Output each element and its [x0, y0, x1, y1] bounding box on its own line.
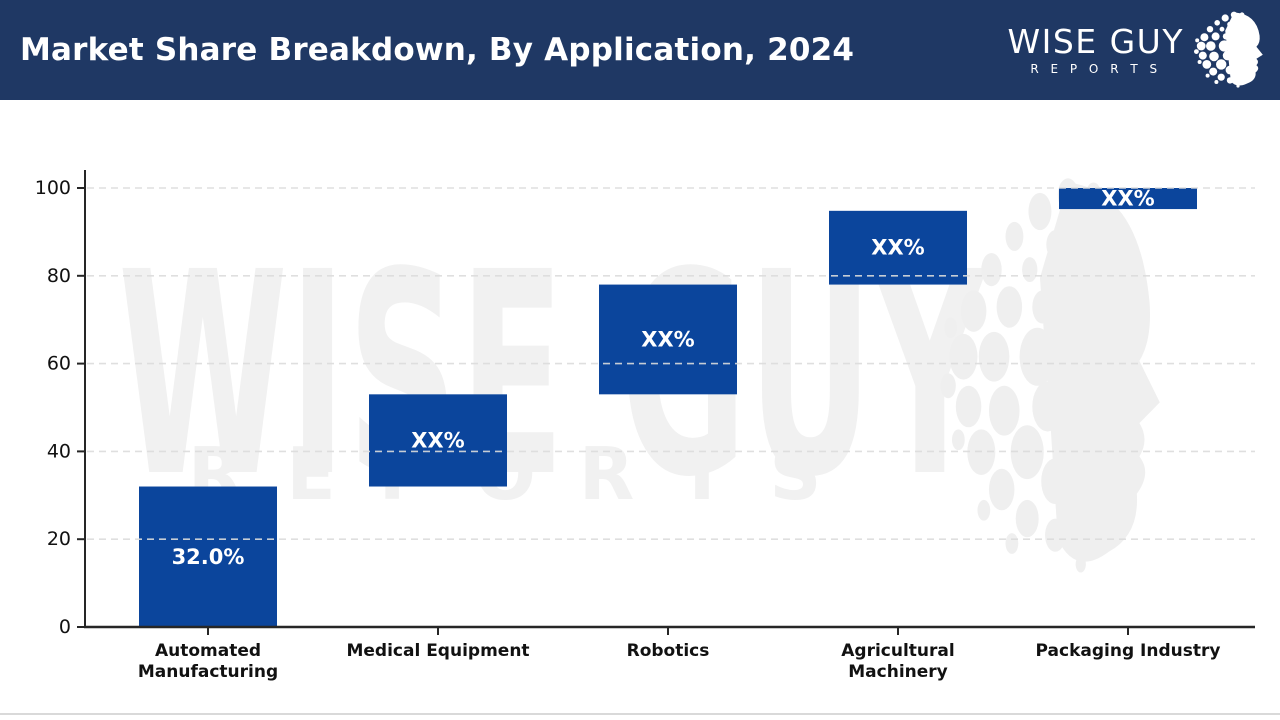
logo-wordmark: WISE GUY R E P O R T S — [1007, 25, 1184, 76]
header-bar: Market Share Breakdown, By Application, … — [0, 0, 1280, 100]
card-bottom-border — [0, 713, 1280, 715]
y-tick-label-80: 80 — [47, 265, 71, 287]
bar-value-label: XX% — [871, 236, 924, 260]
logo-wordmark-line2: R E P O R T S — [1030, 61, 1162, 76]
x-category-label-agricultural-machinery: Agricultural Machinery — [841, 641, 954, 682]
bar-medical-equipment — [369, 394, 507, 487]
y-tick-label-100: 100 — [35, 177, 71, 199]
bar-robotics — [599, 284, 737, 395]
logo-wordmark-line1: WISE GUY — [1007, 21, 1184, 61]
y-tick-label-40: 40 — [47, 440, 71, 462]
bar-agricultural-machinery — [829, 210, 967, 285]
y-tick-label-0: 0 — [59, 616, 71, 638]
y-tick-label-20: 20 — [47, 528, 71, 550]
bar-value-label: XX% — [411, 428, 464, 452]
y-tick-label-60: 60 — [47, 353, 71, 375]
bar-value-label: XX% — [1101, 187, 1154, 211]
x-category-label-packaging-industry: Packaging Industry — [1036, 641, 1221, 661]
x-category-label-robotics: Robotics — [627, 641, 710, 661]
page-title: Market Share Breakdown, By Application, … — [20, 32, 855, 68]
bar-automated-manufacturing — [139, 486, 277, 627]
x-category-label-automated-manufacturing: Automated Manufacturing — [138, 641, 278, 682]
x-category-label-medical-equipment: Medical Equipment — [346, 641, 529, 661]
bar-value-label: XX% — [641, 327, 694, 351]
bar-value-label: 32.0% — [172, 545, 245, 569]
wise-guy-logo: WISE GUY R E P O R T S — [1007, 7, 1266, 93]
bar-packaging-industry — [1059, 188, 1197, 210]
